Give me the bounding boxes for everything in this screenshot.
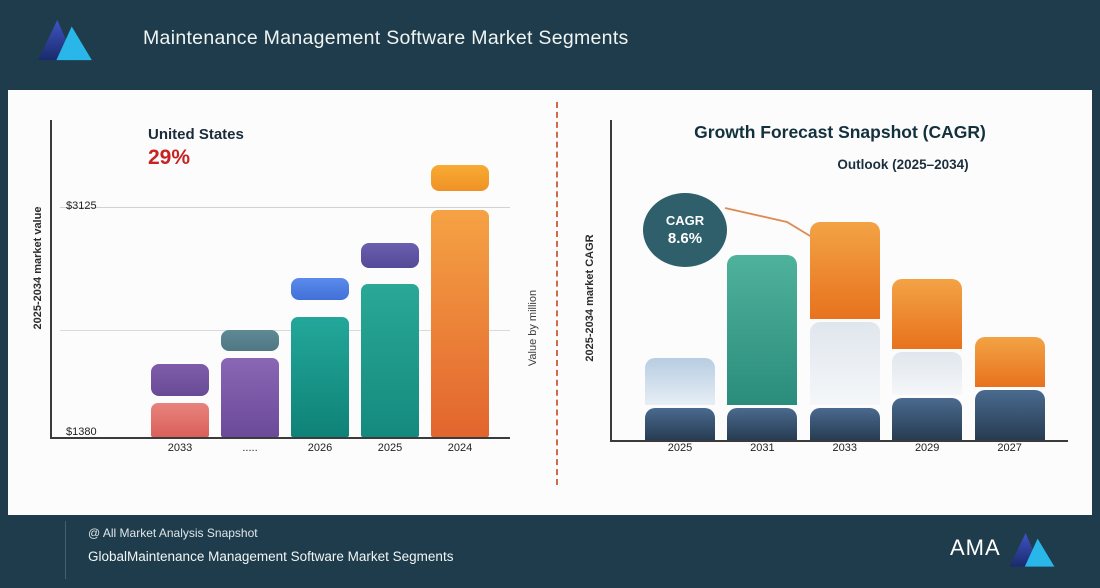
segment-2033-orange — [809, 222, 880, 319]
page-title: Maintenance Management Software Market S… — [143, 27, 629, 49]
x-label-right: 2027 — [997, 442, 1022, 454]
footer-accent-line — [65, 521, 66, 579]
x-label-left: ..... — [242, 442, 258, 454]
footer-source-line: @ All Market Analysis Snapshot — [88, 526, 258, 540]
content-card: $3125 $1380 United States 29% 2025-2034 … — [8, 90, 1092, 515]
cagr-badge: CAGR 8.6% — [643, 193, 727, 267]
x-label-left: 2026 — [307, 442, 333, 454]
bar-2026 — [291, 317, 349, 437]
segment-2029-orange — [892, 279, 963, 349]
right-y-axis — [610, 120, 612, 440]
mountain-logo-icon — [38, 19, 92, 61]
segment-2031-green — [727, 255, 798, 405]
segment-2029-navy — [892, 398, 963, 440]
growth-percentage: 29% — [148, 146, 191, 169]
right-bars — [639, 210, 1051, 440]
footer-ama-logo-icon — [1008, 529, 1056, 569]
left-y-axis-label: 2025-2034 market value — [32, 206, 44, 330]
panel-divider — [556, 102, 558, 485]
segment-2025-navy — [645, 408, 715, 440]
ama-logo-icon — [36, 16, 94, 62]
bar-cap-2024 — [431, 165, 489, 191]
right-chart-subtitle: Outlook (2025–2034) — [837, 157, 969, 172]
right-y-axis-label: 2025-2034 market CAGR — [584, 234, 596, 362]
segment-2029-gray — [892, 352, 963, 395]
x-label-left: 2024 — [447, 442, 473, 454]
left-chart-panel: $3125 $1380 United States 29% 2025-2034 … — [8, 90, 557, 515]
segment-2027-navy — [974, 390, 1045, 440]
segment-2031-navy — [727, 408, 798, 440]
segment-2033-navy — [809, 408, 880, 440]
segment-2027-orange — [974, 337, 1045, 387]
segment-2033-gray — [809, 322, 880, 405]
cagr-badge-value: 8.6% — [667, 230, 703, 247]
left-bars — [145, 150, 495, 437]
bar-2033 — [151, 403, 209, 437]
x-label-left: 2033 — [167, 442, 193, 454]
bar-cap-2033 — [151, 364, 209, 396]
x-label-right: 2033 — [832, 442, 858, 454]
x-label-right: 2031 — [750, 442, 775, 454]
mountain-logo-icon — [1009, 533, 1055, 567]
bar-2025 — [361, 284, 419, 437]
left-x-labels: 2033..... 2026 2025 2024 — [145, 442, 495, 458]
left-y-axis — [50, 120, 52, 437]
bar-cap-2025 — [361, 243, 419, 268]
bar-cap-2026 — [291, 278, 349, 300]
x-label-right: 2029 — [914, 442, 940, 454]
right-x-axis — [610, 440, 1068, 442]
y-tick-1380: $1380 — [66, 426, 97, 438]
value-by-million-label: Value by million — [527, 289, 539, 367]
bar-2024 — [431, 210, 489, 437]
gridline-3125 — [60, 207, 510, 208]
footer: @ All Market Analysis Snapshot GlobalMai… — [0, 515, 1100, 588]
header: Maintenance Management Software Market S… — [0, 0, 1100, 90]
bar-..... — [221, 358, 279, 437]
footer-brand-text: AMA — [950, 535, 1001, 560]
left-x-axis — [50, 437, 510, 439]
right-chart-panel: Growth Forecast Snapshot (CAGR) Outlook … — [557, 90, 1092, 515]
y-tick-3125: $3125 — [66, 200, 97, 212]
cagr-badge-label: CAGR — [665, 213, 705, 228]
x-label-right: 2025 — [667, 442, 693, 454]
bar-cap-..... — [221, 330, 279, 351]
x-label-left: 2025 — [377, 442, 403, 454]
segment-2025-lightblue — [645, 358, 715, 405]
right-x-labels: 2025 2031 2033 2029 2027 — [639, 442, 1051, 458]
footer-title-line: GlobalMaintenance Management Software Ma… — [88, 549, 454, 564]
right-chart-title: Growth Forecast Snapshot (CAGR) — [694, 122, 986, 142]
country-label: United States — [148, 126, 244, 143]
gridline-mid — [60, 330, 510, 331]
